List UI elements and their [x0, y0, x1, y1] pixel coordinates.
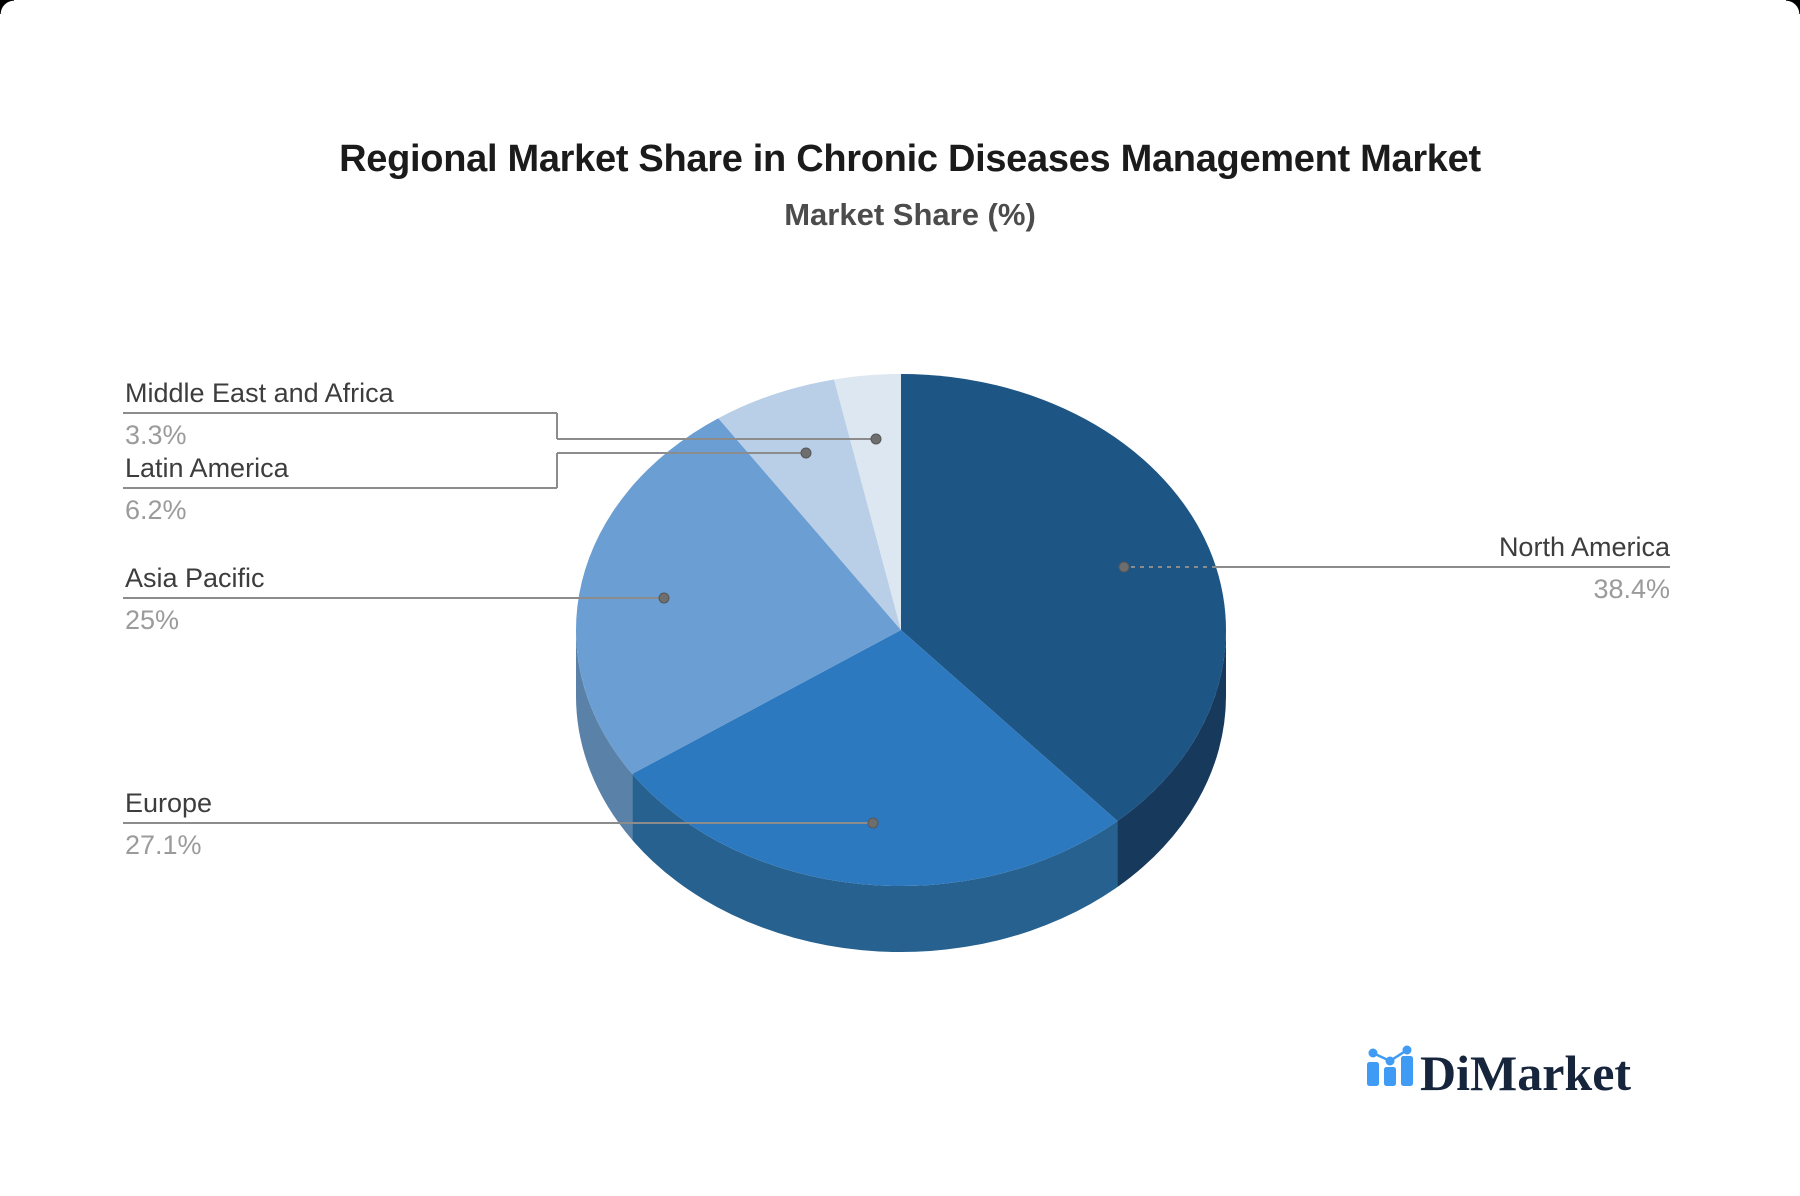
pie-slice-side-north-america — [1117, 630, 1226, 887]
label-middle-east-and-africa: Middle East and Africa — [125, 378, 394, 408]
leader-dot-europe — [867, 817, 879, 829]
dimarket-logo-text: DiMarket — [1420, 1045, 1632, 1101]
label-asia-pacific: Asia Pacific — [125, 563, 265, 593]
leader-dot-north-america — [1118, 561, 1130, 573]
bar-line-chart-icon — [1367, 1045, 1413, 1086]
value-middle-east-and-africa: 3.3% — [125, 420, 187, 450]
pie-slice-side-europe — [632, 773, 1118, 952]
value-latin-america: 6.2% — [125, 495, 187, 525]
chart-title: Regional Market Share in Chronic Disease… — [339, 138, 1481, 180]
pie-slice-latin-america[interactable] — [718, 379, 901, 630]
window-corner-top-right — [1786, 0, 1800, 14]
label-north-america: North America — [1498, 532, 1670, 562]
label-europe: Europe — [125, 788, 213, 818]
value-north-america: 38.4% — [1593, 574, 1670, 604]
leader-dot-middle-east-and-africa — [870, 433, 882, 445]
pie-slice-north-america[interactable] — [901, 374, 1226, 821]
value-europe: 27.1% — [125, 830, 202, 860]
window-corner-top-left — [0, 0, 14, 14]
label-latin-america: Latin America — [125, 453, 289, 483]
pie-slice-side-asia-pacific — [576, 630, 633, 840]
chart-subtitle: Market Share (%) — [784, 197, 1036, 232]
leader-dot-latin-america — [800, 447, 812, 459]
leader-dot-asia-pacific — [658, 592, 670, 604]
pie-slice-asia-pacific[interactable] — [575, 418, 901, 774]
value-asia-pacific: 25% — [125, 605, 180, 635]
